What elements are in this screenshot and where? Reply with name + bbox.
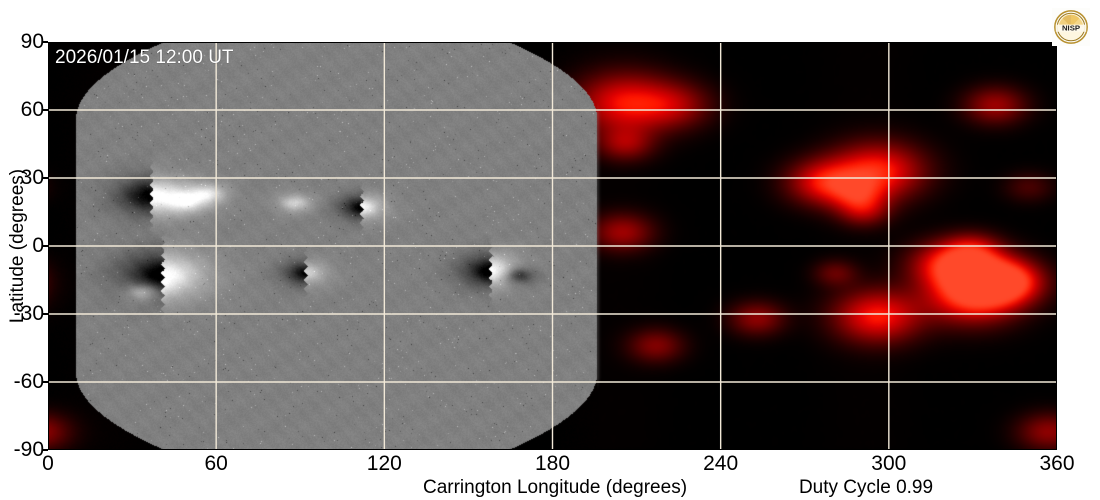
y-tick-neg90: -90	[13, 438, 44, 461]
y-tick-mark	[42, 381, 48, 383]
y-tick-mark	[42, 245, 48, 247]
y-axis-label: Latitude (degrees)	[7, 168, 28, 324]
y-axis-label-wrap: Latitude (degrees)	[7, 0, 28, 500]
y-tick-30: 30	[20, 166, 44, 189]
timestamp-label: 2026/01/15 12:00 UT	[55, 47, 234, 68]
x-axis-label: Carrington Longitude (degrees)	[422, 477, 688, 498]
y-tick-neg30: -30	[13, 302, 44, 325]
nisp-logo-text: NISP	[1062, 23, 1080, 32]
y-tick-mark	[42, 313, 48, 315]
x-tick-120: 120	[366, 452, 402, 475]
y-tick-mark	[42, 177, 48, 179]
y-tick-60: 60	[20, 98, 44, 121]
y-tick-90: 90	[20, 30, 44, 53]
x-tick-60: 60	[204, 452, 228, 475]
y-tick-mark	[42, 109, 48, 111]
x-tick-360: 360	[1039, 452, 1075, 475]
nisp-logo: NISP	[1052, 8, 1090, 46]
x-tick-300: 300	[871, 452, 907, 475]
y-tick-0: 0	[32, 234, 44, 257]
synoptic-map-plot[interactable]	[48, 42, 1057, 450]
synoptic-map-canvas	[48, 42, 1057, 450]
y-tick-neg60: -60	[13, 370, 44, 393]
y-tick-mark	[42, 41, 48, 43]
duty-cycle-annotation: Duty Cycle 0.99	[798, 477, 934, 498]
y-tick-mark	[42, 449, 48, 451]
x-tick-0: 0	[42, 452, 54, 475]
x-tick-180: 180	[534, 452, 571, 475]
x-tick-240: 240	[703, 452, 739, 475]
